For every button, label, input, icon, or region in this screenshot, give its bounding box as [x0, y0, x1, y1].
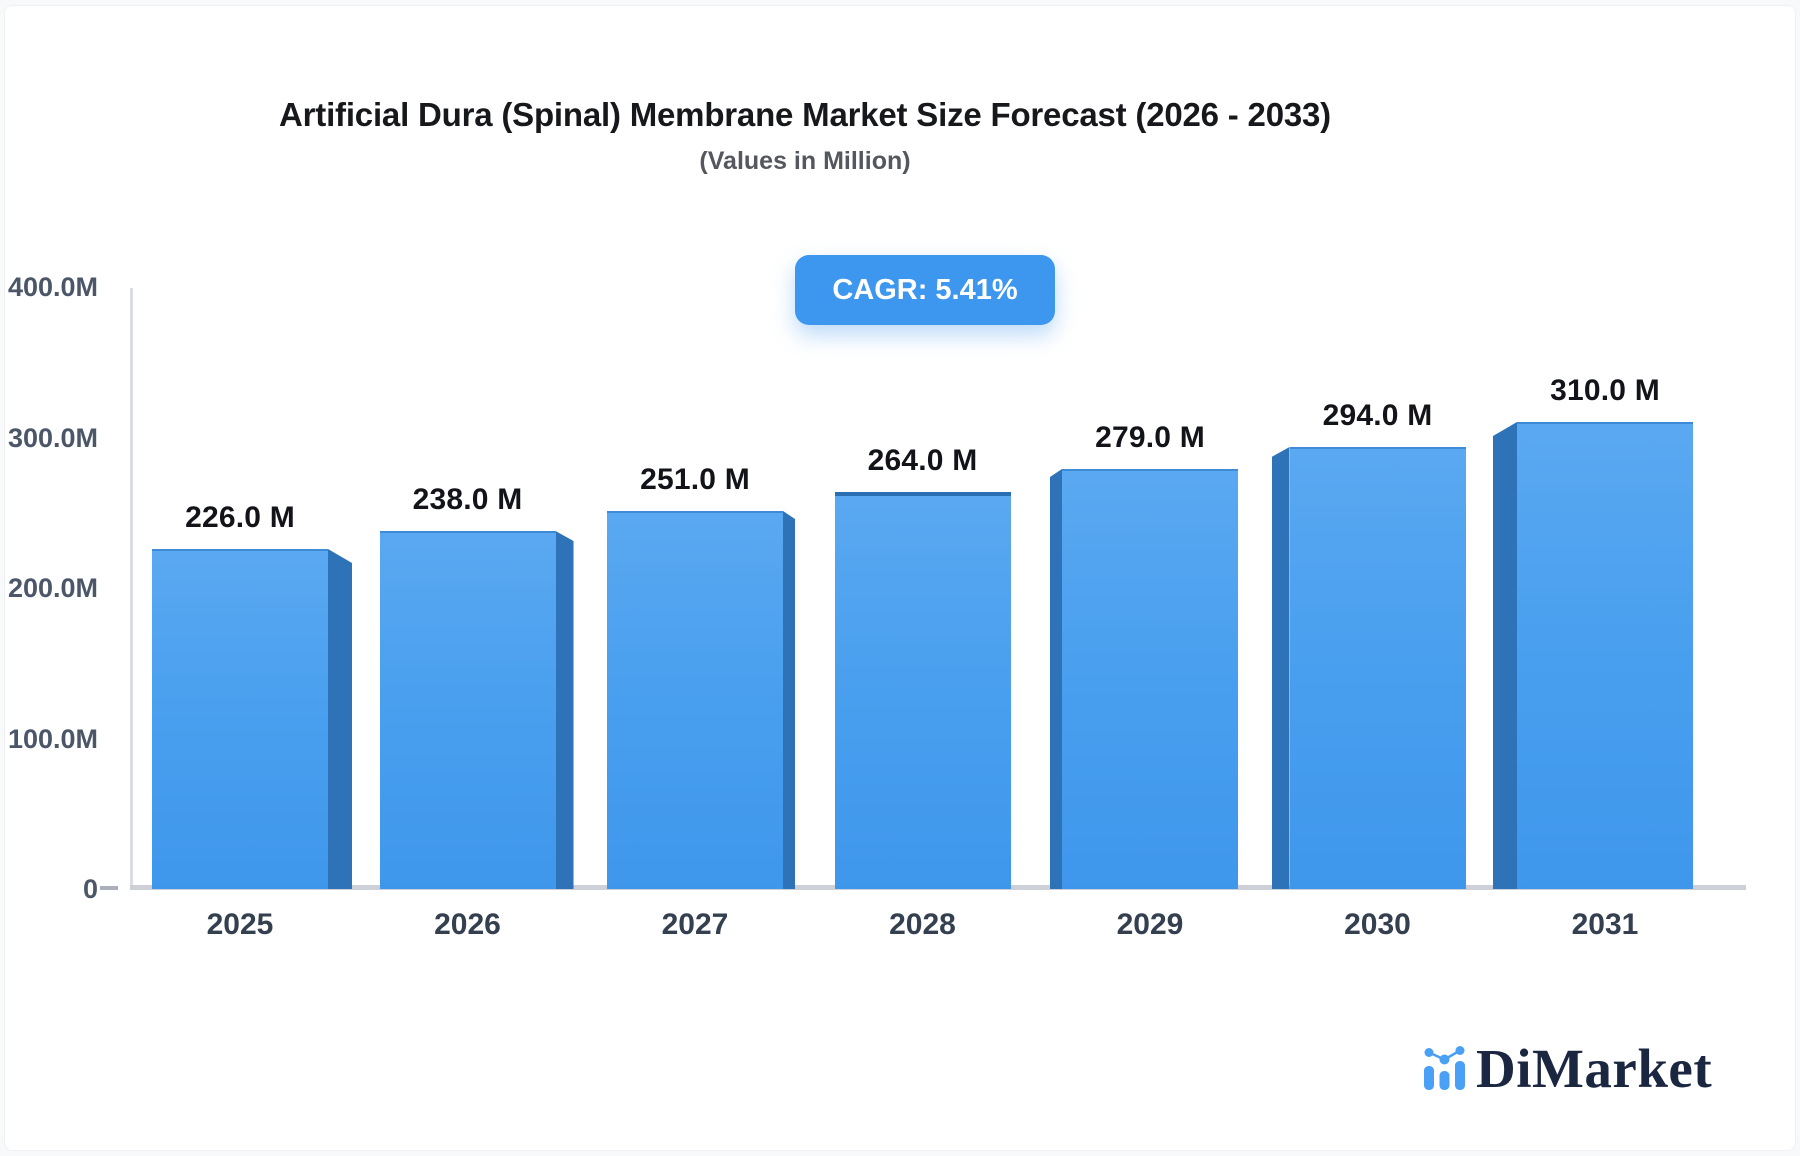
bar-side-face — [1050, 469, 1062, 889]
bar-face — [1289, 447, 1466, 889]
cagr-badge: CAGR: 5.41% — [795, 255, 1055, 325]
bar-value-label: 238.0 M — [412, 483, 523, 516]
bar-value-label: 294.0 M — [1322, 399, 1433, 432]
bar-value-label: 264.0 M — [867, 444, 978, 477]
bar-side-face — [328, 549, 352, 889]
bar-face — [1062, 469, 1238, 889]
chart-subtitle: (Values in Million) — [699, 147, 911, 175]
x-axis-label: 2029 — [1116, 908, 1184, 941]
y-axis-tick — [100, 886, 118, 890]
bar-face — [607, 511, 783, 889]
bar-value-label: 310.0 M — [1550, 374, 1660, 407]
y-axis-label: 100.0M — [7, 724, 98, 754]
x-axis-label: 2025 — [206, 908, 274, 941]
x-axis-label: 2031 — [1571, 908, 1639, 941]
x-axis-label: 2028 — [889, 908, 956, 941]
x-axis-label: 2030 — [1344, 908, 1411, 941]
bar-face — [834, 492, 1011, 889]
bar-face — [152, 549, 328, 889]
y-axis-label: 200.0M — [7, 573, 98, 603]
bar-face — [379, 531, 556, 889]
x-axis-label: 2027 — [661, 908, 729, 941]
y-axis-label: 300.0M — [7, 423, 98, 453]
bar-side-face — [783, 511, 795, 889]
y-axis-label: 400.0M — [7, 272, 98, 302]
dimarket-logo-icon — [1424, 1046, 1465, 1090]
bar-side-face — [1271, 447, 1290, 889]
bar-value-label: 226.0 M — [185, 501, 295, 534]
y-axis-line — [130, 288, 133, 890]
bar-value-label: 251.0 M — [640, 463, 750, 496]
bar-value-label: 279.0 M — [1095, 421, 1205, 454]
y-axis-label: 0 — [82, 874, 98, 904]
chart-title: Artificial Dura (Spinal) Membrane Market… — [279, 96, 1331, 133]
x-axis-label: 2026 — [434, 908, 501, 941]
dimarket-logo-text: DiMarket — [1476, 1038, 1713, 1099]
bar-side-face — [555, 531, 574, 889]
bar-face — [1517, 422, 1693, 889]
bar-side-face — [1493, 422, 1517, 889]
